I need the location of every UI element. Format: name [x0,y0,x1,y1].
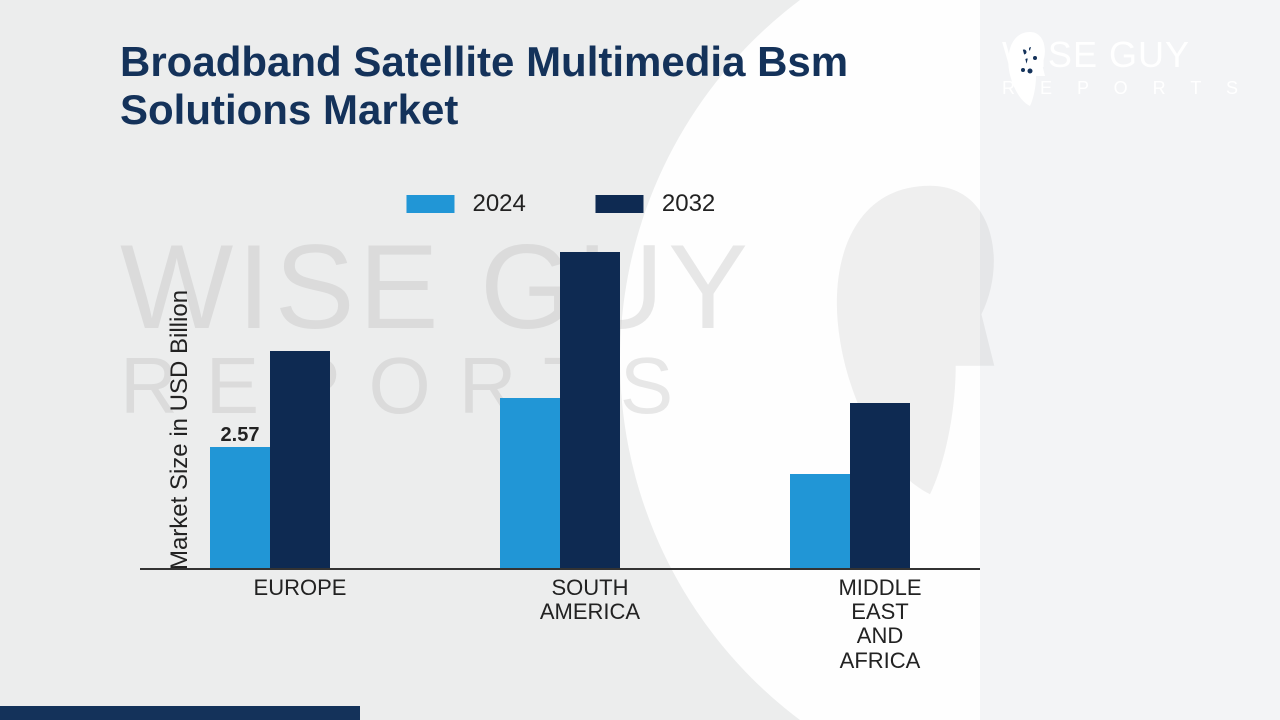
plot-area: 2.57EUROPE SOUTHAMERICA MIDDLEEASTANDAFRIC… [140,240,980,570]
bar [500,398,560,568]
category-label: EUROPE [220,576,380,600]
bar-chart: Market Size in USD Billion 2024 2032 2.5… [80,190,980,670]
legend-label-2024: 2024 [472,190,525,218]
bar-group: SOUTHAMERICA [500,252,680,568]
bar [850,403,910,568]
legend-item-2024: 2024 [406,190,525,218]
brand-line2: R E P O R T S [1002,78,1248,99]
bar-group: 2.57EUROPE [210,351,390,568]
legend: 2024 2032 [406,190,715,218]
bar [270,351,330,568]
bar [560,252,620,568]
chart-canvas: WISE GUY REPORTS Broadband Satellite Mul… [0,0,1280,720]
chart-title: Broadband Satellite Multimedia Bsm Solut… [120,38,940,135]
legend-swatch-2024 [406,195,454,213]
brand-logo: WISE GUY R E P O R T S [1002,34,1248,99]
legend-swatch-2032 [596,195,644,213]
legend-item-2032: 2032 [596,190,715,218]
legend-label-2032: 2032 [662,190,715,218]
bar: 2.57 [210,447,270,568]
bar [790,474,850,568]
bottom-accent [0,706,360,720]
bar-group: MIDDLEEASTANDAFRICA [790,403,970,568]
category-label: MIDDLEEASTANDAFRICA [800,576,960,673]
brand-line1: WISE GUY [1002,34,1248,76]
bar-value-label: 2.57 [221,424,260,447]
category-label: SOUTHAMERICA [510,576,670,624]
